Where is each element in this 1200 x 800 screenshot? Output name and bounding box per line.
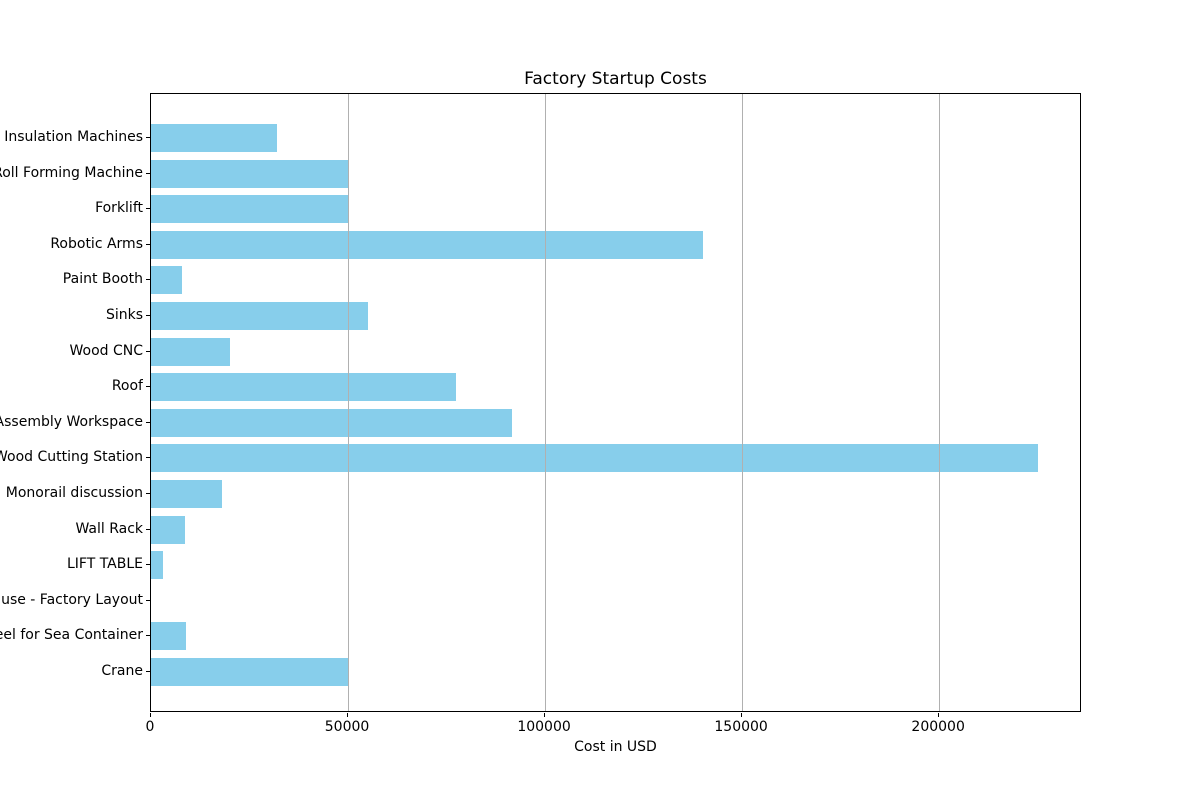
- y-axis-category-label: LIFT TABLE: [66, 556, 143, 573]
- gridline: [741, 94, 743, 711]
- y-axis-category-label: Sinks: [105, 307, 143, 323]
- x-tick-label: 0: [145, 719, 155, 735]
- y-axis-category-label: Wood Cutting Station: [0, 449, 143, 466]
- x-tick-mark: [150, 713, 151, 717]
- y-tick-mark: [146, 243, 150, 245]
- plot-area: [150, 93, 1081, 712]
- x-tick-label: 100000: [517, 719, 571, 735]
- bar: [151, 551, 163, 580]
- chart-title: Factory Startup Costs: [524, 69, 707, 89]
- y-tick-mark: [146, 599, 150, 601]
- y-tick-mark: [146, 564, 150, 566]
- y-axis-category-label: Roll Forming Machine: [0, 164, 143, 181]
- bar: [151, 337, 230, 366]
- bar: [151, 622, 187, 651]
- y-axis-category-label: Paint Booth: [62, 271, 143, 288]
- bar: [151, 124, 278, 152]
- y-axis-category-label: use - Factory Layout: [1, 591, 143, 608]
- x-tick-mark: [741, 713, 743, 717]
- bar: [151, 480, 222, 508]
- bar: [151, 230, 703, 259]
- bar: [151, 266, 182, 295]
- y-tick-mark: [146, 315, 150, 316]
- y-tick-mark: [146, 208, 150, 210]
- gridline: [347, 94, 349, 711]
- bar: [151, 658, 349, 686]
- bar: [151, 373, 457, 402]
- bar: [151, 515, 186, 544]
- y-axis-category-label: Monorail discussion: [5, 485, 143, 501]
- bar: [151, 195, 349, 224]
- gridline: [938, 94, 940, 711]
- y-axis-category-label: Assembly Workspace: [0, 413, 143, 430]
- bar: [151, 444, 1038, 473]
- x-tick-label: 150000: [714, 719, 768, 735]
- y-axis-category-label: Wall Rack: [75, 520, 143, 537]
- y-tick-mark: [146, 350, 150, 352]
- x-tick-mark: [938, 713, 940, 717]
- y-tick-mark: [146, 421, 150, 423]
- bar: [151, 302, 368, 330]
- y-tick-mark: [146, 528, 150, 530]
- x-tick-mark: [347, 713, 349, 717]
- y-axis-category-label: Forklift: [95, 200, 143, 217]
- x-axis-label: Cost in USD: [574, 739, 657, 755]
- y-axis-category-label: Roof: [111, 378, 143, 395]
- y-axis-category-label: eel for Sea Container: [0, 627, 143, 644]
- y-axis-category-label: Crane: [101, 663, 143, 679]
- y-axis-category-label: Robotic Arms: [50, 235, 143, 252]
- y-tick-mark: [146, 279, 150, 281]
- y-tick-mark: [146, 671, 150, 672]
- x-tick-label: 200000: [911, 719, 965, 735]
- y-tick-mark: [146, 457, 150, 459]
- y-tick-mark: [146, 386, 150, 388]
- bar: [151, 159, 349, 188]
- x-tick-label: 50000: [324, 719, 370, 735]
- gridline: [544, 94, 546, 711]
- y-tick-mark: [146, 137, 150, 138]
- x-tick-mark: [544, 713, 546, 717]
- y-axis-category-label: Insulation Machines: [4, 129, 143, 145]
- y-axis-category-label: Wood CNC: [69, 342, 143, 359]
- y-tick-mark: [146, 635, 150, 637]
- y-tick-mark: [146, 493, 150, 494]
- bar: [151, 408, 513, 437]
- y-tick-mark: [146, 172, 150, 174]
